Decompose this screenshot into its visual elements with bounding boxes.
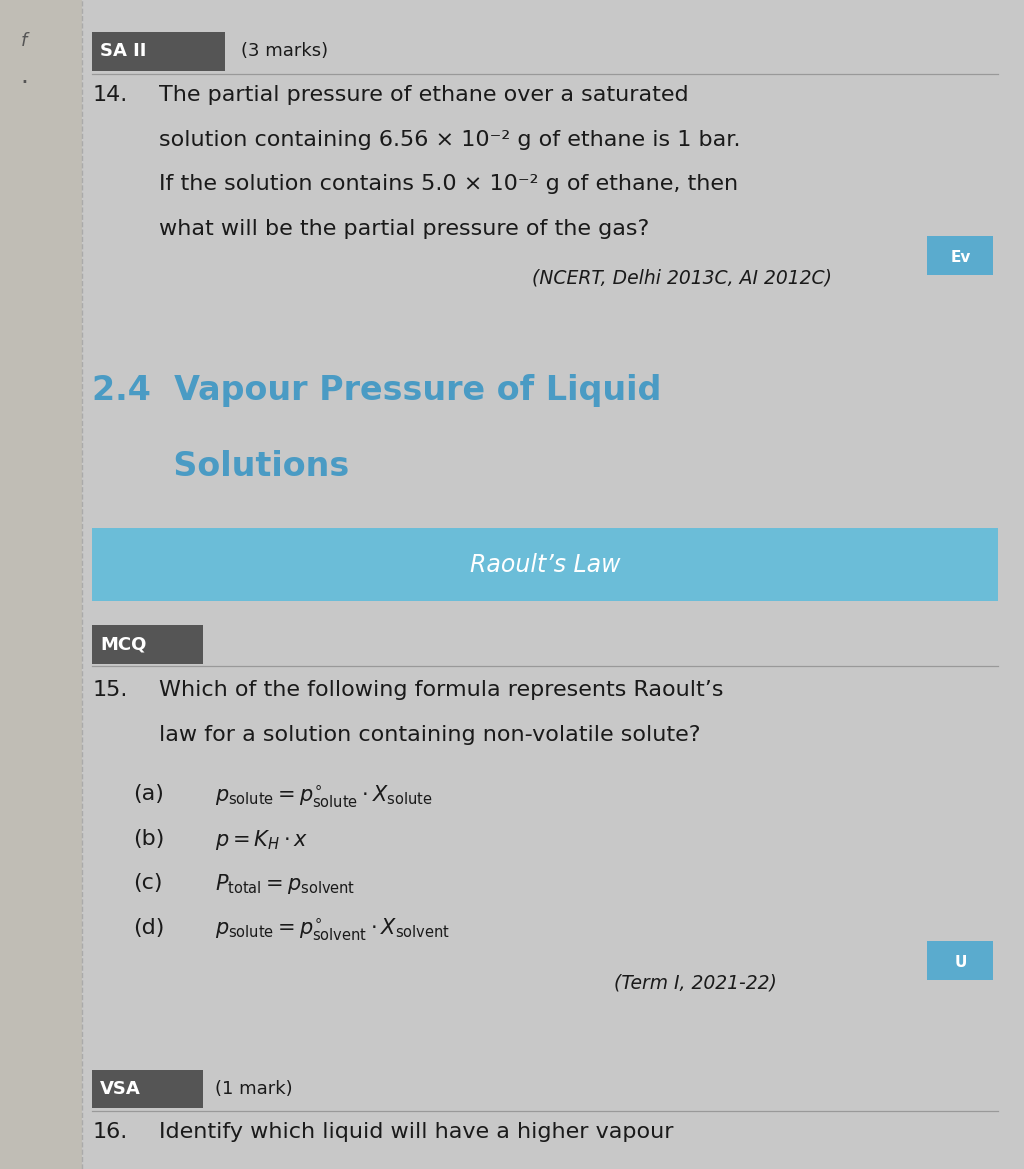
Text: (Term I, 2021-22): (Term I, 2021-22): [614, 974, 777, 992]
Text: 15.: 15.: [92, 680, 128, 700]
Text: $p = K_H \cdot x$: $p = K_H \cdot x$: [215, 828, 308, 852]
Text: (a): (a): [133, 784, 164, 804]
FancyBboxPatch shape: [92, 625, 203, 664]
Text: Ev: Ev: [950, 250, 971, 264]
Text: Solutions: Solutions: [92, 450, 349, 483]
Text: Which of the following formula represents Raoult’s: Which of the following formula represent…: [159, 680, 723, 700]
Text: (NCERT, Delhi 2013C, AI 2012C): (NCERT, Delhi 2013C, AI 2012C): [532, 269, 833, 288]
Text: law for a solution containing non-volatile solute?: law for a solution containing non-volati…: [159, 725, 700, 745]
Text: (c): (c): [133, 873, 163, 893]
Text: 16.: 16.: [92, 1122, 127, 1142]
Text: VSA: VSA: [100, 1080, 141, 1098]
Text: Identify which liquid will have a higher vapour: Identify which liquid will have a higher…: [159, 1122, 673, 1142]
Text: The partial pressure of ethane over a saturated: The partial pressure of ethane over a sa…: [159, 85, 688, 105]
Text: .: .: [20, 64, 29, 88]
Text: 2.4  Vapour Pressure of Liquid: 2.4 Vapour Pressure of Liquid: [92, 374, 662, 407]
Text: f: f: [20, 32, 27, 50]
FancyBboxPatch shape: [927, 941, 993, 980]
Text: Raoult’s Law: Raoult’s Law: [470, 553, 621, 576]
Text: (3 marks): (3 marks): [241, 42, 328, 61]
Text: SA II: SA II: [100, 42, 146, 61]
FancyBboxPatch shape: [927, 236, 993, 275]
FancyBboxPatch shape: [92, 32, 225, 71]
Text: $p_{\mathrm{solute}} = p^{\circ}_{\mathrm{solute}} \cdot X_{\mathrm{solute}}$: $p_{\mathrm{solute}} = p^{\circ}_{\mathr…: [215, 783, 432, 809]
Text: U: U: [954, 955, 967, 969]
Text: If the solution contains 5.0 × 10⁻² g of ethane, then: If the solution contains 5.0 × 10⁻² g of…: [159, 174, 738, 194]
Text: 14.: 14.: [92, 85, 127, 105]
Text: solution containing 6.56 × 10⁻² g of ethane is 1 bar.: solution containing 6.56 × 10⁻² g of eth…: [159, 130, 740, 150]
Text: MCQ: MCQ: [100, 636, 146, 653]
Text: $P_{\mathrm{total}} = p_{\mathrm{solvent}}$: $P_{\mathrm{total}} = p_{\mathrm{solvent…: [215, 872, 355, 897]
FancyBboxPatch shape: [92, 1070, 203, 1108]
Text: (d): (d): [133, 918, 165, 938]
FancyBboxPatch shape: [0, 0, 82, 1169]
FancyBboxPatch shape: [92, 528, 998, 601]
Text: $p_{\mathrm{solute}} = p^{\circ}_{\mathrm{solvent}} \cdot X_{\mathrm{solvent}}$: $p_{\mathrm{solute}} = p^{\circ}_{\mathr…: [215, 916, 451, 942]
Text: (1 mark): (1 mark): [215, 1080, 293, 1098]
Text: what will be the partial pressure of the gas?: what will be the partial pressure of the…: [159, 219, 649, 238]
Text: (b): (b): [133, 829, 165, 849]
